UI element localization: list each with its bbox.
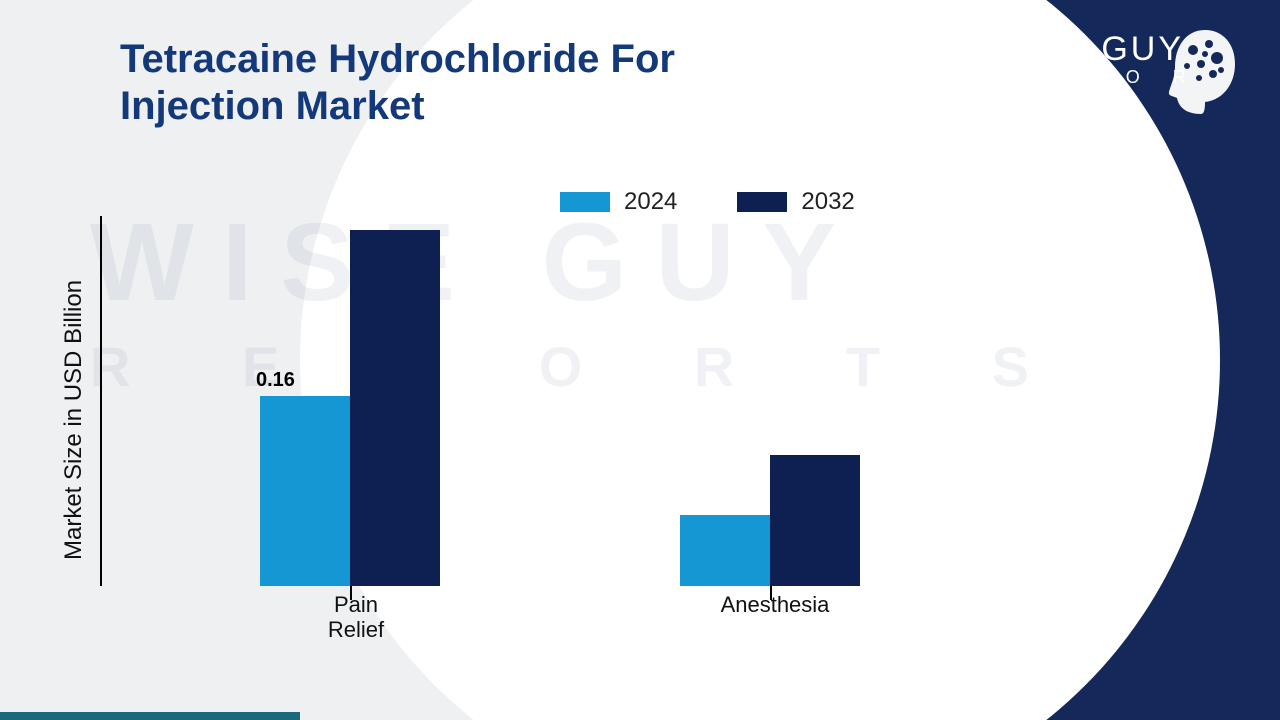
bar <box>260 396 350 586</box>
legend-label: 2032 <box>801 188 854 216</box>
bar <box>770 455 860 586</box>
plot-area: 0.16Pain ReliefAnesthesia <box>100 230 960 630</box>
y-axis-label: Market Size in USD Billion <box>60 280 88 560</box>
bar <box>680 515 770 586</box>
brand-logo: WISE GUY R E P O R T S <box>990 30 1240 109</box>
legend-swatch-2024 <box>560 192 610 212</box>
brand-head-icon <box>1164 26 1246 116</box>
legend-label: 2024 <box>624 188 677 216</box>
bar <box>350 230 440 586</box>
legend-item: 2032 <box>737 188 854 216</box>
x-category-label: Anesthesia <box>710 592 840 617</box>
bar-group <box>680 455 860 586</box>
legend: 2024 2032 <box>560 188 855 216</box>
x-category-label: Pain Relief <box>316 592 396 643</box>
bar-group <box>260 230 440 586</box>
chart-page: WISE GUYR E P O R T S WISE GUY R E P O R… <box>0 0 1280 720</box>
legend-swatch-2032 <box>737 192 787 212</box>
chart-title: Tetracaine Hydrochloride For Injection M… <box>120 36 760 130</box>
accent-strip <box>0 712 300 720</box>
legend-item: 2024 <box>560 188 677 216</box>
